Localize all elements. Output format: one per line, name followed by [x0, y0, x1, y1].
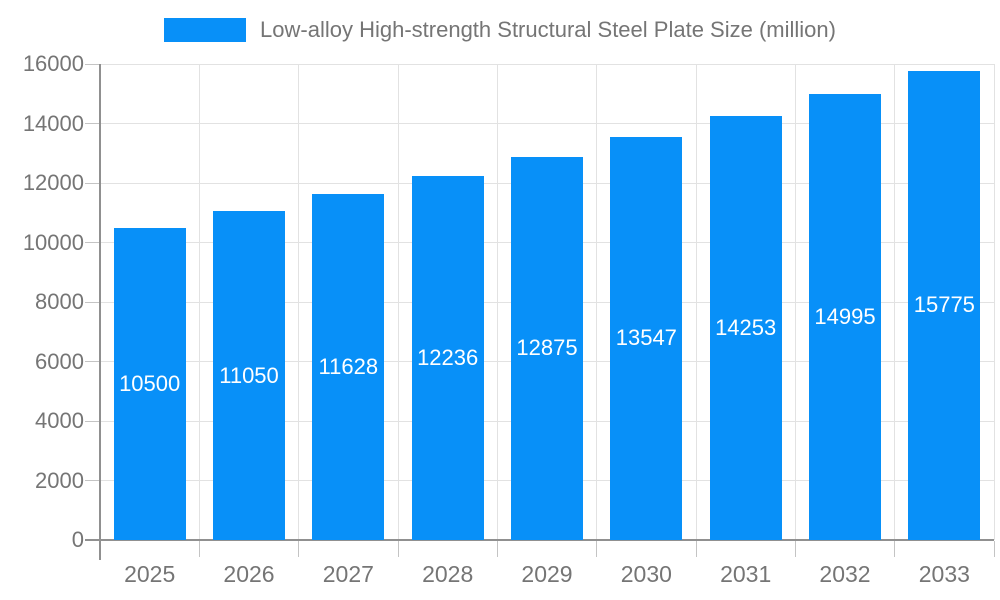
bar-2025 [113, 227, 186, 540]
y-tick [85, 480, 100, 481]
legend[interactable]: Low-alloy High-strength Structural Steel… [0, 17, 1000, 43]
x-gridline [695, 64, 697, 540]
x-tick [794, 541, 796, 557]
bar-value-label: 14253 [715, 314, 777, 340]
x-axis-label: 2031 [720, 561, 772, 587]
bar-2029 [511, 156, 583, 540]
y-gridline [100, 63, 994, 65]
x-tick [397, 541, 399, 557]
x-axis-label: 2028 [422, 561, 474, 587]
x-axis-label: 2025 [124, 561, 176, 587]
y-axis-label: 14000 [22, 110, 84, 136]
y-tick [85, 361, 100, 362]
x-gridline [596, 64, 598, 540]
y-tick [85, 420, 100, 422]
bar-2031 [709, 115, 782, 540]
x-gridline [894, 64, 896, 540]
bar-2030 [610, 136, 683, 540]
x-tick [496, 541, 498, 557]
x-gridline [198, 64, 200, 540]
x-axis [85, 539, 994, 541]
y-tick [85, 301, 100, 303]
y-tick [85, 182, 100, 184]
x-axis-label: 2032 [819, 561, 871, 587]
y-axis-label: 4000 [35, 408, 84, 433]
bar-value-label: 10500 [119, 370, 181, 396]
bar-value-label: 13547 [615, 325, 677, 351]
x-tick [695, 541, 697, 557]
x-tick [198, 541, 200, 557]
x-gridline [397, 64, 399, 540]
y-tick [85, 123, 100, 124]
x-axis-label: 2026 [223, 561, 275, 587]
y-axis-label: 6000 [35, 348, 84, 374]
y-axis-label: 8000 [35, 289, 84, 314]
x-tick [894, 541, 896, 557]
y-axis [99, 64, 101, 560]
bar-value-label: 14995 [814, 303, 876, 329]
bar-value-label: 11628 [318, 354, 379, 380]
bar-2028 [411, 175, 484, 540]
bar-value-label: 15775 [913, 292, 975, 318]
bar-value-label: 12875 [516, 335, 578, 361]
bar-2032 [809, 93, 881, 540]
y-axis-label: 12000 [22, 170, 84, 195]
x-gridline [298, 64, 300, 540]
legend-label: Low-alloy High-strength Structural Steel… [260, 17, 836, 42]
bar-2026 [213, 211, 285, 540]
bar-value-label: 12236 [417, 344, 479, 370]
x-axis-label: 2033 [918, 561, 970, 587]
bar-value-label: 11050 [219, 362, 279, 388]
x-tick [596, 541, 598, 557]
x-tick [298, 541, 300, 557]
x-axis-label: 2030 [620, 561, 672, 587]
y-axis-label: 0 [71, 527, 84, 552]
x-axis-label: 2027 [322, 561, 374, 587]
x-gridline [794, 64, 796, 540]
x-tick [993, 541, 995, 557]
bar-2027 [312, 194, 385, 540]
legend-swatch [164, 18, 247, 42]
x-gridline [496, 64, 498, 540]
y-tick [85, 63, 100, 65]
y-gridline [100, 123, 994, 124]
y-axis-label: 16000 [22, 51, 84, 76]
bar-2033 [908, 70, 981, 540]
x-gridline [993, 64, 995, 540]
y-tick [85, 242, 100, 243]
y-axis-label: 10000 [22, 229, 84, 255]
y-axis-label: 2000 [35, 467, 84, 493]
x-axis-label: 2029 [521, 561, 573, 587]
